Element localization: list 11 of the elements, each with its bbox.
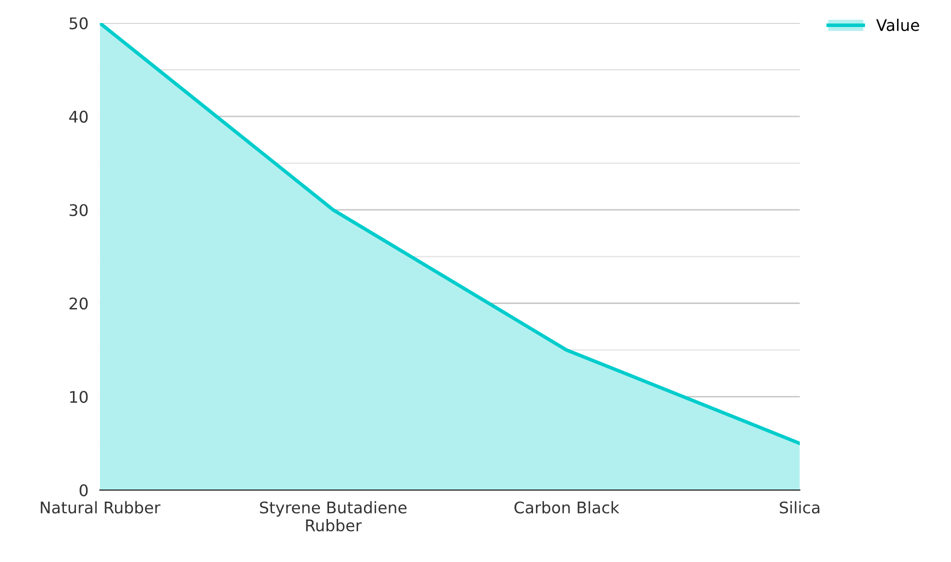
x-tick-label: Styrene Butadiene Rubber xyxy=(260,501,407,532)
legend-label: Value xyxy=(876,18,920,32)
y-tick-label: 50 xyxy=(70,17,88,30)
y-tick-label: 30 xyxy=(70,204,88,216)
y-tick-label: 20 xyxy=(70,297,88,310)
y-tick-label: 40 xyxy=(69,110,88,123)
x-tick-label: Silica xyxy=(780,501,820,514)
y-tick-label: 0 xyxy=(80,484,88,496)
y-tick-label: 10 xyxy=(70,390,88,403)
x-tick-label: Natural Rubber xyxy=(40,501,160,514)
x-tick-label: Carbon Black xyxy=(514,501,620,514)
